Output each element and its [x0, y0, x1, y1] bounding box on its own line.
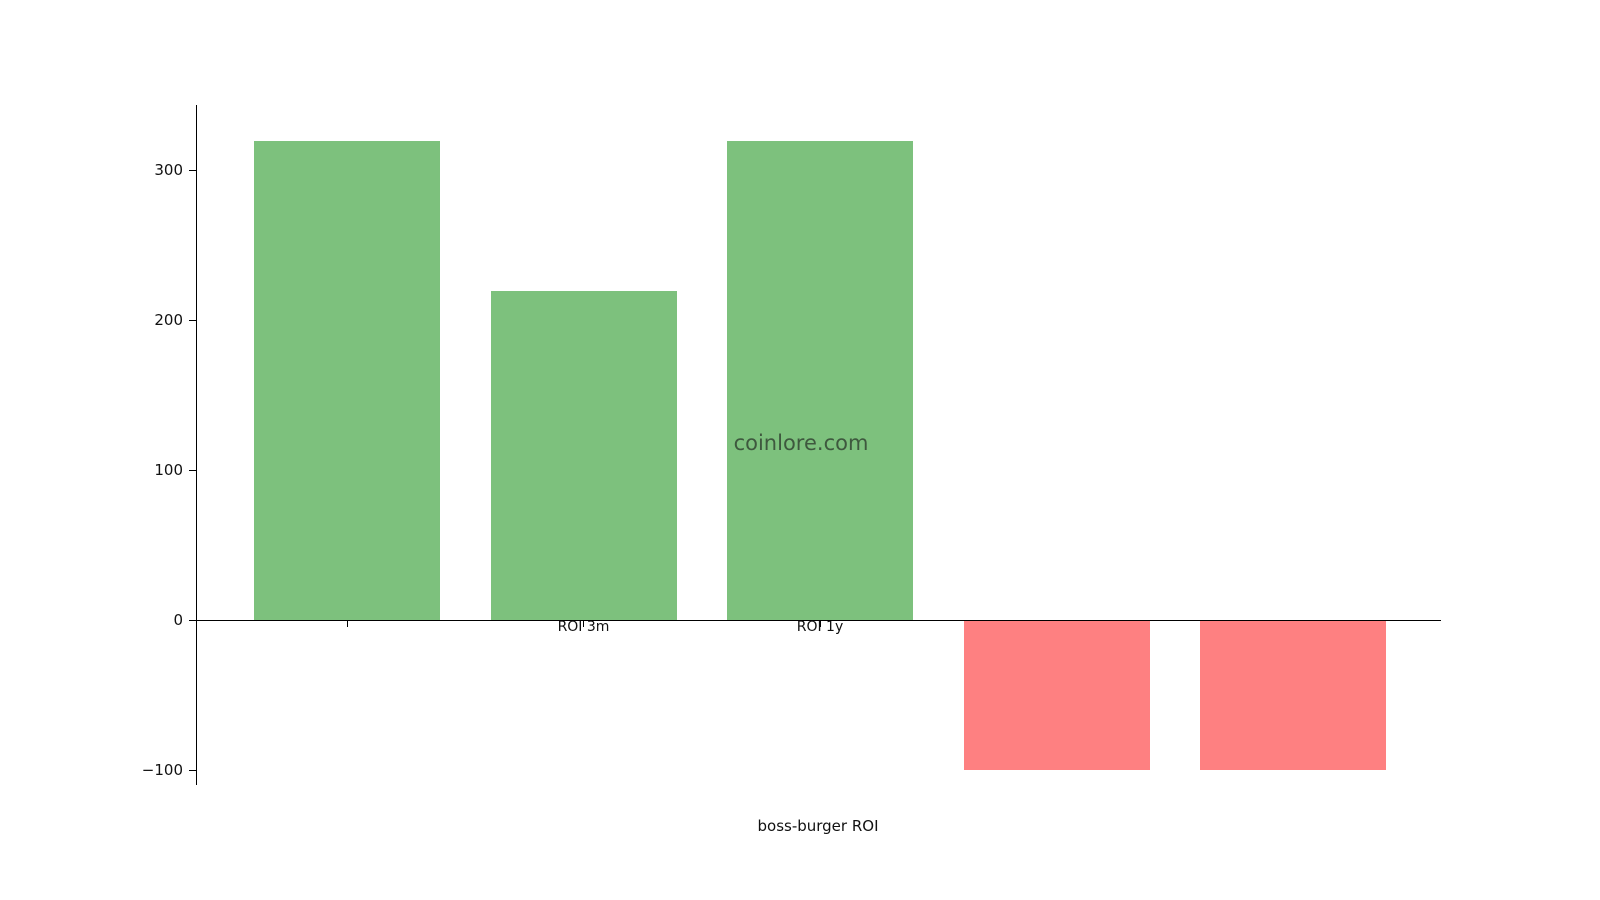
x-tick	[346, 620, 348, 627]
y-tick	[189, 770, 196, 771]
y-tick	[189, 620, 196, 621]
x-tick	[583, 620, 584, 627]
y-tick-label: 0	[173, 610, 183, 629]
y-tick-label: 100	[154, 460, 183, 479]
y-tick-label: 300	[154, 160, 183, 179]
watermark-text: coinlore.com	[733, 431, 869, 455]
bar-4	[1200, 621, 1386, 770]
x-tick	[819, 620, 821, 627]
bar-2	[727, 140, 913, 621]
y-tick	[189, 320, 196, 321]
bar-3	[963, 621, 1150, 770]
chart-title: boss-burger ROI	[757, 817, 879, 835]
x-tick-label: ROI 3m	[557, 619, 610, 635]
y-tick	[189, 470, 196, 471]
bar-1	[490, 290, 677, 621]
y-tick-label: 200	[154, 310, 183, 329]
y-axis-line	[196, 105, 197, 785]
x-tick-label: ROI 1y	[796, 619, 844, 635]
y-tick-label: −100	[141, 760, 183, 779]
x-axis-line	[196, 620, 1441, 621]
bar-0	[254, 140, 440, 621]
y-tick	[189, 170, 196, 171]
